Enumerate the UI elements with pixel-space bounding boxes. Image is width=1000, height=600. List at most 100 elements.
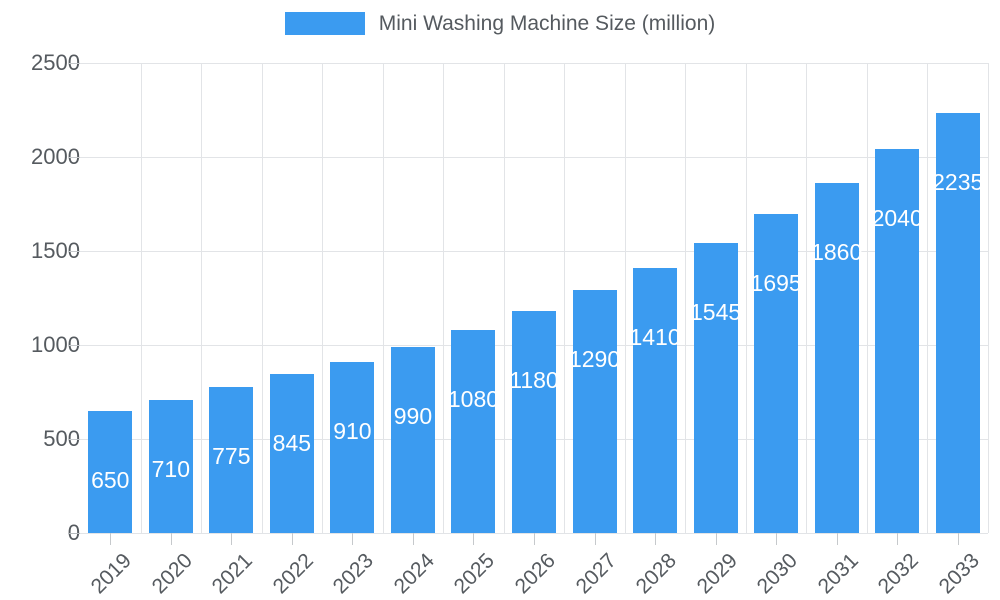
bar-item[interactable]: 710 [141, 63, 202, 533]
bar-value-label: 910 [333, 417, 372, 444]
gridline-vertical [141, 63, 142, 533]
x-axis-tick-label: 2020 [147, 549, 198, 599]
y-axis-tick-label: 2000 [31, 144, 80, 169]
bar[interactable] [754, 214, 799, 533]
bar-value-label: 650 [91, 466, 130, 493]
bar-item[interactable]: 1080 [443, 63, 504, 533]
x-axis-tick-label: 2030 [752, 549, 803, 599]
bar-item[interactable]: 1860 [806, 63, 867, 533]
bar[interactable] [451, 329, 496, 533]
x-axis-tick-mark [413, 533, 414, 545]
x-axis-tick-label: 2027 [571, 549, 622, 599]
bar-item[interactable]: 845 [262, 63, 323, 533]
x-axis-tick-mark [655, 533, 656, 545]
x-axis-tick-mark [473, 533, 474, 545]
bar[interactable] [88, 410, 133, 533]
bar-item[interactable]: 910 [322, 63, 383, 533]
bar-value-label: 710 [151, 455, 190, 482]
legend-color-swatch-icon [284, 12, 365, 35]
x-axis: 2019 2020 2021 2022 2023 2024 2025 2026 2027 2028… [80, 533, 988, 600]
gridline-vertical [625, 63, 626, 533]
legend-item-label: Mini Washing Machine Size (million) [378, 12, 716, 35]
bar[interactable] [814, 183, 859, 533]
bar[interactable] [330, 361, 375, 533]
x-axis-tick-label: 2026 [510, 549, 561, 599]
x-axis-tick-mark [716, 533, 717, 545]
x-axis-tick-label: 2031 [813, 549, 864, 599]
chart-legend: Mini Washing Machine Size (million) [0, 12, 1000, 35]
bar[interactable] [875, 149, 920, 533]
x-axis-tick-mark [110, 533, 111, 545]
gridline-vertical [201, 63, 202, 533]
y-axis-tick-mark [68, 439, 80, 440]
bar[interactable] [209, 387, 254, 533]
bar[interactable] [148, 399, 193, 533]
bar-item[interactable]: 1410 [625, 63, 686, 533]
x-axis-tick-label: 2023 [328, 549, 379, 599]
bar-value-label: 1545 [690, 298, 742, 325]
bar-item[interactable]: 1290 [564, 63, 625, 533]
bar[interactable] [935, 112, 980, 533]
x-axis-tick-mark [837, 533, 838, 545]
x-axis-tick-mark [897, 533, 898, 545]
bar[interactable] [390, 346, 435, 533]
bar-value-label: 2235 [932, 168, 984, 195]
bar-value-label: 1290 [568, 346, 621, 373]
x-axis-tick-mark [958, 533, 959, 545]
gridline-horizontal [80, 251, 988, 252]
x-axis-tick-mark [352, 533, 353, 545]
x-axis-tick-mark [231, 533, 232, 545]
gridline-vertical [443, 63, 444, 533]
legend-item-mini-washing-machine-size[interactable]: Mini Washing Machine Size (million) [284, 12, 716, 35]
bar[interactable] [269, 374, 314, 533]
x-axis-tick-label: 2022 [268, 549, 319, 599]
y-axis-tick-mark [68, 157, 80, 158]
x-axis-tick-label: 2028 [631, 549, 682, 599]
y-axis-tick-label: 500 [43, 426, 80, 451]
bar-item[interactable]: 1695 [746, 63, 807, 533]
bar-value-label: 990 [393, 402, 433, 429]
x-axis-tick-label: 2025 [449, 549, 500, 599]
bar-series-mini-washing-machine-size: 650 710 775 845 910 990 1080 1180 1290 1410 1545 16… [80, 63, 988, 533]
gridline-horizontal [80, 157, 988, 158]
gridline-vertical [867, 63, 868, 533]
x-axis-tick-label: 2024 [389, 549, 440, 599]
x-axis-tick-label: 2033 [934, 549, 985, 599]
x-axis-tick-label: 2021 [207, 549, 258, 599]
bar-value-label: 1410 [629, 323, 681, 350]
x-axis-tick-label: 2019 [86, 549, 137, 599]
bar[interactable] [633, 267, 678, 533]
bar[interactable] [693, 242, 738, 533]
bar-value-label: 1080 [447, 385, 500, 412]
x-axis-tick-mark [171, 533, 172, 545]
x-axis-tick-mark [292, 533, 293, 545]
gridline-vertical [685, 63, 686, 533]
x-axis-tick-mark [534, 533, 535, 545]
gridline-vertical [383, 63, 384, 533]
bar[interactable] [511, 311, 556, 533]
bar-value-label: 775 [212, 443, 251, 470]
bar[interactable] [572, 290, 617, 533]
bar-item[interactable]: 990 [383, 63, 444, 533]
bar-item[interactable]: 775 [201, 63, 262, 533]
bar-item[interactable]: 1545 [685, 63, 746, 533]
bar-value-label: 2040 [871, 205, 923, 232]
y-axis-tick-label: 1500 [31, 238, 80, 263]
bar-item[interactable]: 1180 [504, 63, 565, 533]
gridline-vertical [564, 63, 565, 533]
gridline-vertical [927, 63, 928, 533]
gridline-vertical [262, 63, 263, 533]
bar-value-label: 1180 [509, 367, 559, 394]
bar-item[interactable]: 650 [80, 63, 141, 533]
y-axis-tick-label: 2500 [31, 50, 80, 75]
bar-item[interactable]: 2040 [867, 63, 928, 533]
bar-item[interactable]: 2235 [927, 63, 988, 533]
gridline-horizontal [80, 63, 988, 64]
y-axis-tick-mark [68, 345, 80, 346]
y-axis-tick-label: 0 [67, 520, 80, 545]
x-axis-tick-mark [776, 533, 777, 545]
bar-value-label: 1860 [811, 239, 863, 266]
gridline-vertical [504, 63, 505, 533]
x-axis-tick-label: 2029 [692, 549, 743, 599]
